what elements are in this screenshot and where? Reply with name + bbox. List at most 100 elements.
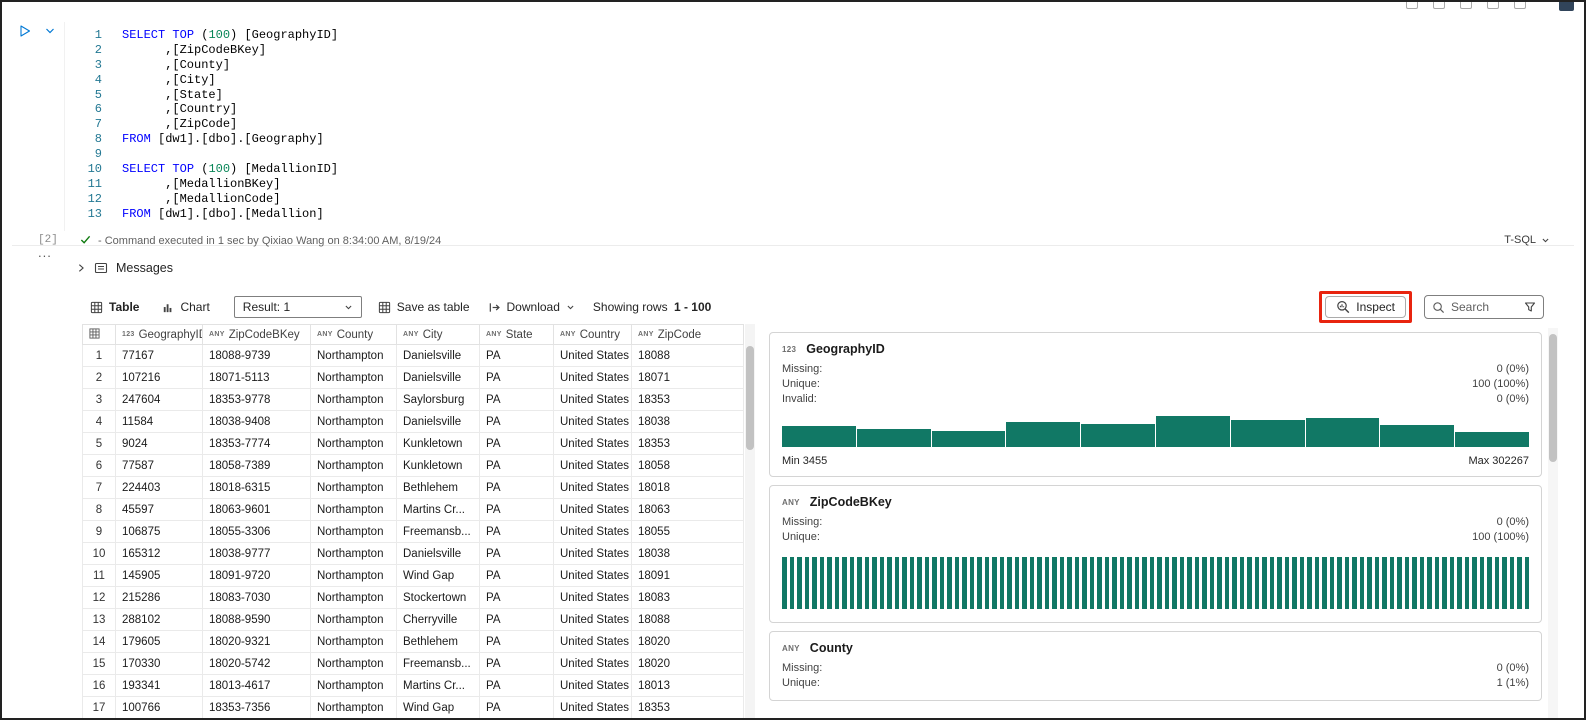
cell[interactable]: Kunkletown bbox=[397, 455, 480, 477]
cell[interactable]: United States bbox=[554, 433, 632, 455]
cell[interactable]: PA bbox=[480, 543, 554, 565]
cell[interactable]: 18038 bbox=[632, 543, 744, 565]
cell[interactable]: 77167 bbox=[116, 345, 203, 367]
cell[interactable]: 165312 bbox=[116, 543, 203, 565]
cell[interactable]: United States bbox=[554, 411, 632, 433]
cell[interactable]: United States bbox=[554, 477, 632, 499]
table-row[interactable]: 1710076618353-7356NorthamptonWind GapPAU… bbox=[83, 697, 744, 719]
table-row[interactable]: 1114590518091-9720NorthamptonWind GapPAU… bbox=[83, 565, 744, 587]
table-row[interactable]: 210721618071-5113NorthamptonDanielsville… bbox=[83, 367, 744, 389]
cell[interactable]: 18063-9601 bbox=[203, 499, 311, 521]
cell[interactable]: 215286 bbox=[116, 587, 203, 609]
cell[interactable]: PA bbox=[480, 367, 554, 389]
cell[interactable]: PA bbox=[480, 697, 554, 719]
table-row[interactable]: 84559718063-9601NorthamptonMartins Cr...… bbox=[83, 499, 744, 521]
cell[interactable]: 18020-5742 bbox=[203, 653, 311, 675]
table-row[interactable]: 1221528618083-7030NorthamptonStockertown… bbox=[83, 587, 744, 609]
tab-chart[interactable]: Chart bbox=[153, 297, 217, 317]
cell[interactable]: PA bbox=[480, 653, 554, 675]
cell[interactable]: 18071 bbox=[632, 367, 744, 389]
cell[interactable]: PA bbox=[480, 631, 554, 653]
table-row[interactable]: 722440318018-6315NorthamptonBethlehemPAU… bbox=[83, 477, 744, 499]
cell[interactable]: PA bbox=[480, 565, 554, 587]
cell[interactable]: United States bbox=[554, 653, 632, 675]
cell[interactable]: PA bbox=[480, 675, 554, 697]
column-header-county[interactable]: ANYCounty bbox=[311, 325, 397, 345]
cell[interactable]: United States bbox=[554, 587, 632, 609]
search-box[interactable] bbox=[1424, 295, 1544, 319]
cell[interactable]: Freemansb... bbox=[397, 521, 480, 543]
cell[interactable]: PA bbox=[480, 433, 554, 455]
code-line[interactable]: 8FROM [dw1].[dbo].[Geography] bbox=[64, 132, 1570, 147]
cell[interactable]: Northampton bbox=[311, 521, 397, 543]
cell[interactable]: 18038-9777 bbox=[203, 543, 311, 565]
export-icon[interactable] bbox=[1460, 0, 1472, 9]
cell[interactable]: 18353-7774 bbox=[203, 433, 311, 455]
cell[interactable]: PA bbox=[480, 587, 554, 609]
table-row[interactable]: 910687518055-3306NorthamptonFreemansb...… bbox=[83, 521, 744, 543]
cell[interactable]: 18353 bbox=[632, 697, 744, 719]
cell[interactable]: 18020 bbox=[632, 653, 744, 675]
code-line[interactable]: 4 ,[City] bbox=[64, 73, 1570, 88]
cell[interactable]: 18018 bbox=[632, 477, 744, 499]
cell[interactable]: Danielsville bbox=[397, 367, 480, 389]
column-header-zipcode[interactable]: ANYZipCode bbox=[632, 325, 744, 345]
cell[interactable]: 18038-9408 bbox=[203, 411, 311, 433]
code-line[interactable]: 10SELECT TOP (100) [MedallionID] bbox=[64, 162, 1570, 177]
inspect-scrollbar[interactable] bbox=[1548, 328, 1558, 718]
cell[interactable]: 18058-7389 bbox=[203, 455, 311, 477]
expand-icon[interactable] bbox=[1487, 0, 1499, 9]
cell[interactable]: 18353 bbox=[632, 389, 744, 411]
cell[interactable]: 193341 bbox=[116, 675, 203, 697]
cell[interactable]: 179605 bbox=[116, 631, 203, 653]
column-header-country[interactable]: ANYCountry bbox=[554, 325, 632, 345]
table-icon[interactable] bbox=[1406, 0, 1418, 9]
cell[interactable]: 18088-9590 bbox=[203, 609, 311, 631]
cell[interactable]: PA bbox=[480, 411, 554, 433]
cell[interactable]: PA bbox=[480, 609, 554, 631]
row-number-column-header[interactable] bbox=[83, 325, 116, 345]
code-line[interactable]: 9 bbox=[64, 147, 1570, 162]
cell[interactable]: 18088 bbox=[632, 609, 744, 631]
cell[interactable]: Northampton bbox=[311, 565, 397, 587]
cell[interactable]: 18088-9739 bbox=[203, 345, 311, 367]
cell[interactable]: United States bbox=[554, 389, 632, 411]
cell[interactable]: PA bbox=[480, 521, 554, 543]
code-line[interactable]: 6 ,[Country] bbox=[64, 102, 1570, 117]
messages-section-header[interactable]: Messages bbox=[76, 261, 173, 275]
cell[interactable]: 18018-6315 bbox=[203, 477, 311, 499]
cell-more-actions[interactable]: ... bbox=[38, 245, 52, 260]
cell[interactable]: 18083 bbox=[632, 587, 744, 609]
column-header-zipcodebkey[interactable]: ANYZipCodeBKey bbox=[203, 325, 311, 345]
cell[interactable]: United States bbox=[554, 499, 632, 521]
column-header-state[interactable]: ANYState bbox=[480, 325, 554, 345]
cell[interactable]: PA bbox=[480, 345, 554, 367]
cell[interactable]: 145905 bbox=[116, 565, 203, 587]
cell[interactable]: 170330 bbox=[116, 653, 203, 675]
column-header-city[interactable]: ANYCity bbox=[397, 325, 480, 345]
cell[interactable]: Northampton bbox=[311, 609, 397, 631]
cell[interactable]: Danielsville bbox=[397, 345, 480, 367]
cell[interactable]: United States bbox=[554, 675, 632, 697]
run-cell-button[interactable] bbox=[18, 24, 32, 38]
cell[interactable]: Northampton bbox=[311, 631, 397, 653]
result-set-dropdown[interactable]: Result: 1 bbox=[234, 296, 362, 318]
table-row[interactable]: 1517033018020-5742NorthamptonFreemansb..… bbox=[83, 653, 744, 675]
cell[interactable]: Kunkletown bbox=[397, 433, 480, 455]
cell[interactable]: 18353 bbox=[632, 433, 744, 455]
table-row[interactable]: 17716718088-9739NorthamptonDanielsvilleP… bbox=[83, 345, 744, 367]
cell[interactable]: 9024 bbox=[116, 433, 203, 455]
grid-scrollbar[interactable] bbox=[745, 324, 755, 718]
cell[interactable]: PA bbox=[480, 477, 554, 499]
more-options-icon[interactable] bbox=[1514, 0, 1526, 9]
tab-table[interactable]: Table bbox=[82, 297, 147, 317]
cell[interactable]: Bethlehem bbox=[397, 631, 480, 653]
cell[interactable]: Saylorsburg bbox=[397, 389, 480, 411]
code-line[interactable]: 12 ,[MedallionCode] bbox=[64, 192, 1570, 207]
run-options-chevron-icon[interactable] bbox=[44, 25, 56, 37]
cell[interactable]: 18353-9778 bbox=[203, 389, 311, 411]
cell[interactable]: PA bbox=[480, 389, 554, 411]
cell[interactable]: United States bbox=[554, 609, 632, 631]
cell[interactable]: 11584 bbox=[116, 411, 203, 433]
cell[interactable]: Cherryville bbox=[397, 609, 480, 631]
